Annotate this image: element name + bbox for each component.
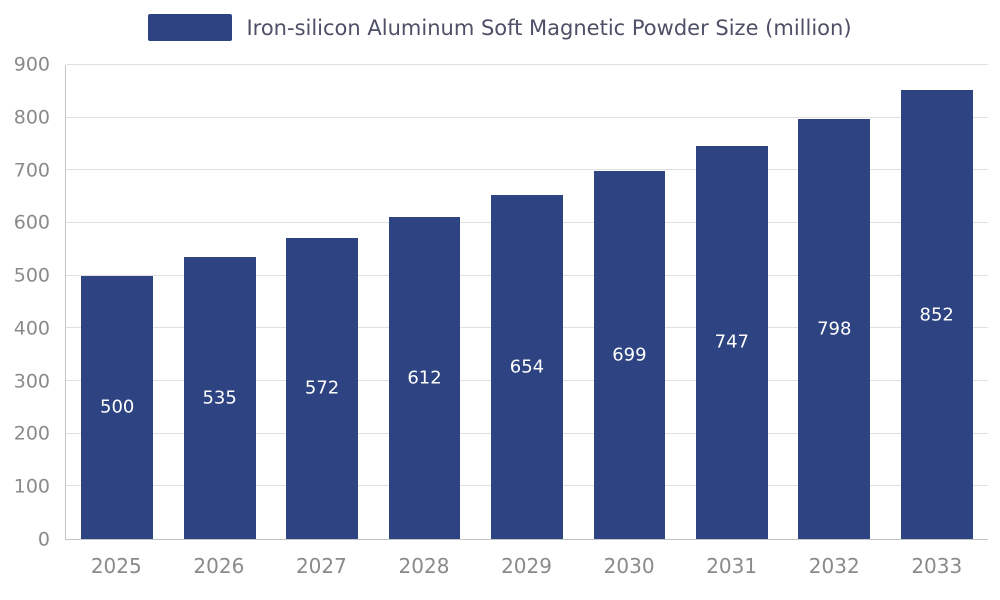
gridline [66,116,988,118]
bars-container: 500 535 572 612 654 699 747 798 852 [66,65,988,539]
y-axis: 0 100 200 300 400 500 600 700 800 900 [0,55,58,549]
y-tick-label: 800 [13,106,50,129]
bar-value-label: 747 [714,331,750,353]
y-tick-label: 500 [13,264,50,287]
x-tick-label: 2031 [706,554,758,578]
bar-value-label: 654 [509,356,545,378]
bar-2031[interactable]: 747 [695,145,768,539]
bar-value-label: 500 [100,396,135,418]
bar-2032[interactable]: 798 [798,118,871,539]
legend[interactable]: Iron-silicon Aluminum Soft Magnetic Powd… [0,14,1000,41]
y-tick-label: 400 [13,317,50,340]
bar-2027[interactable]: 572 [286,237,358,539]
bar-slot: 699 [578,65,680,539]
x-tick-label: 2028 [398,554,450,578]
bar-value-label: 535 [202,387,237,409]
plot-area: 500 535 572 612 654 699 747 798 852 [65,64,988,540]
x-tick-label: 2027 [295,554,347,578]
bar-value-label: 852 [919,304,954,326]
x-tick-label: 2030 [603,554,655,578]
x-tick-label: 2032 [808,554,860,578]
x-tick-label: 2033 [911,554,963,578]
bar-slot: 654 [476,65,578,539]
bar-value-label: 612 [407,367,442,389]
bar-slot: 572 [271,65,373,539]
gridline [66,64,988,65]
chart-title: Iron-silicon Aluminum Soft Magnetic Powd… [246,15,852,40]
bar-value-label: 699 [612,344,647,366]
x-tick-label: 2025 [90,554,142,578]
bar-value-label: 798 [817,318,852,340]
bar-value-label: 572 [304,377,340,399]
bar-2025[interactable]: 500 [81,275,154,539]
bar-slot: 798 [783,65,885,539]
y-tick-label: 300 [13,370,50,393]
bar-slot: 612 [373,65,475,539]
legend-swatch [148,14,233,41]
y-tick-label: 200 [13,422,50,445]
bar-slot: 500 [66,65,168,539]
bar-slot: 852 [886,65,988,539]
bar-2026[interactable]: 535 [183,257,256,539]
x-tick-label: 2029 [501,554,552,578]
gridline [66,169,988,171]
bar-2028[interactable]: 612 [388,216,461,539]
y-tick-label: 900 [13,53,50,76]
x-tick-label: 2026 [193,554,245,578]
bar-2029[interactable]: 654 [491,194,563,539]
y-tick-label: 600 [13,211,50,234]
bar-slot: 747 [681,65,783,539]
bar-2033[interactable]: 852 [900,90,973,539]
y-tick-label: 0 [37,528,50,551]
y-tick-label: 100 [13,475,50,498]
y-tick-label: 700 [13,159,50,182]
bar-slot: 535 [168,65,270,539]
bar-2030[interactable]: 699 [593,170,666,539]
x-axis: 2025 2026 2027 2028 2029 2030 2031 2032 2033 [65,540,988,600]
